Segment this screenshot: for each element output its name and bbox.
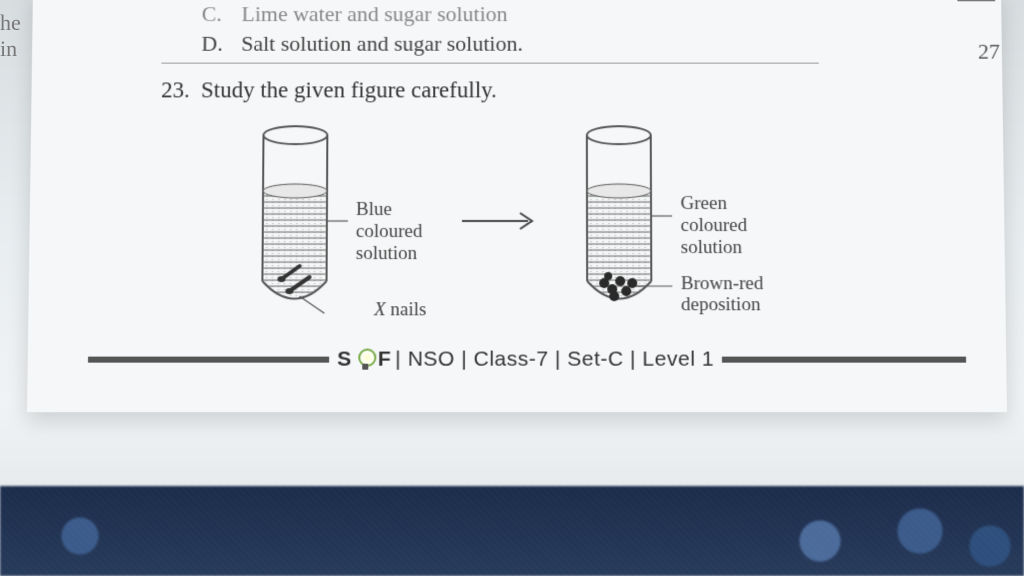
- tube2-labels: Green coloured solution Brown-red deposi…: [680, 121, 764, 320]
- footer-rule-right: [722, 357, 966, 363]
- footer-bar: S F | NSO | Class-7 | Set-C | Level 1: [88, 348, 966, 372]
- tube2-group: Green coloured solution Brown-red deposi…: [564, 121, 763, 321]
- option-c-row: C. Lime water and sugar solution: [202, 1, 962, 27]
- right-margin-number: 27: [978, 39, 1000, 65]
- tube1-label-line2: coloured: [356, 221, 423, 243]
- tube2-label-line1: Green: [680, 193, 762, 215]
- option-c-letter: C.: [202, 1, 242, 27]
- bulb-icon: [356, 349, 374, 371]
- x-nails-text: nails: [390, 299, 426, 320]
- right-dash-mark: [957, 0, 995, 1]
- tube1-x-nails-label: X nails: [374, 299, 426, 321]
- x-italic: X: [374, 299, 386, 320]
- divider-line: [161, 63, 818, 64]
- tube2-label-deposition: Brown-red deposition: [681, 273, 764, 317]
- bottom-fabric-background: [0, 486, 1024, 576]
- left-margin-line2: in: [0, 36, 21, 62]
- left-margin-fragment: he in: [0, 10, 21, 62]
- page-content: 27 C. Lime water and sugar solution D. S…: [27, 0, 1007, 412]
- arrow-icon: [460, 206, 540, 236]
- tube2-label-line2: coloured: [681, 215, 764, 237]
- footer-f: F: [378, 348, 391, 372]
- tube2-label2-line1: Brown-red: [681, 273, 764, 295]
- tube1-label-solution: Blue coloured solution: [356, 199, 423, 265]
- left-margin-line1: he: [0, 10, 21, 36]
- question-row: 23. Study the given figure carefully.: [161, 78, 963, 104]
- tube1-labels: Blue coloured solution: [356, 121, 423, 268]
- tube1-label-line3: solution: [356, 243, 423, 265]
- tube1-svg: [239, 121, 350, 321]
- tube2-label-solution: Green coloured solution: [680, 193, 763, 259]
- question-number: 23.: [161, 78, 201, 104]
- tube1-group: Blue coloured solution: [239, 121, 423, 321]
- question-text: Study the given figure carefully.: [201, 78, 497, 104]
- footer-s: S: [337, 348, 352, 372]
- figure-area: Blue coloured solution X nails: [239, 121, 966, 321]
- tube2-label-line3: solution: [681, 237, 764, 259]
- tube2-label2-line2: deposition: [681, 295, 764, 317]
- footer-text: S F | NSO | Class-7 | Set-C | Level 1: [329, 348, 722, 372]
- footer-rest: | NSO | Class-7 | Set-C | Level 1: [395, 348, 714, 372]
- option-d-letter: D.: [201, 31, 241, 57]
- option-c-text: Lime water and sugar solution: [241, 1, 507, 27]
- tube2-svg: [564, 121, 675, 321]
- option-d-text: Salt solution and sugar solution.: [241, 31, 523, 57]
- tube1-label-line1: Blue: [356, 199, 423, 221]
- option-d-row: D. Salt solution and sugar solution.: [201, 31, 962, 57]
- footer-rule-left: [88, 357, 329, 363]
